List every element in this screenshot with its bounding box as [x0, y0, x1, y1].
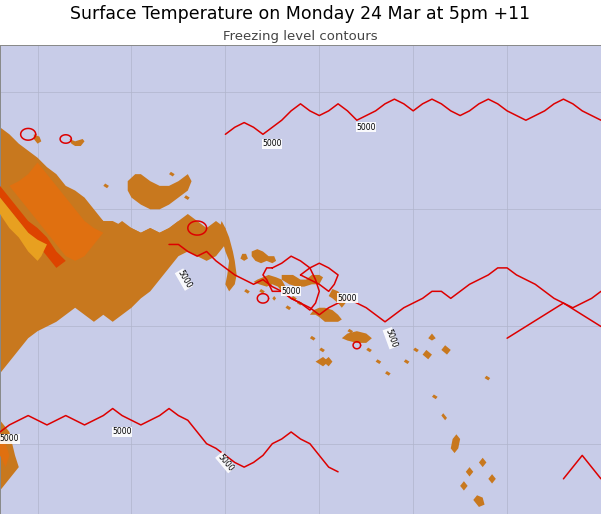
Polygon shape	[310, 308, 342, 322]
Polygon shape	[466, 467, 473, 476]
Text: 5000: 5000	[281, 287, 301, 296]
Polygon shape	[441, 413, 447, 420]
Polygon shape	[254, 275, 285, 291]
Polygon shape	[319, 347, 325, 352]
Polygon shape	[366, 347, 372, 352]
Polygon shape	[0, 432, 10, 467]
Polygon shape	[342, 331, 372, 343]
Polygon shape	[423, 350, 432, 359]
Polygon shape	[0, 197, 47, 261]
Text: Freezing level contours: Freezing level contours	[223, 30, 378, 43]
Text: 5000: 5000	[263, 139, 282, 148]
Polygon shape	[451, 434, 460, 453]
Polygon shape	[291, 296, 297, 301]
Polygon shape	[404, 359, 409, 364]
Text: 5000: 5000	[0, 434, 19, 444]
Polygon shape	[0, 162, 103, 261]
Polygon shape	[220, 221, 237, 291]
Polygon shape	[94, 214, 178, 245]
Polygon shape	[282, 275, 323, 287]
Polygon shape	[259, 289, 265, 293]
Text: Surface Temperature on Monday 24 Mar at 5pm +11: Surface Temperature on Monday 24 Mar at …	[70, 5, 531, 23]
Text: 5000: 5000	[112, 428, 132, 436]
Polygon shape	[34, 134, 41, 144]
Polygon shape	[310, 336, 316, 341]
Text: 5000: 5000	[383, 327, 398, 349]
Polygon shape	[252, 249, 276, 263]
Text: 5000: 5000	[216, 452, 235, 473]
Polygon shape	[376, 359, 381, 364]
Text: 5000: 5000	[175, 269, 193, 290]
Polygon shape	[385, 371, 391, 376]
Polygon shape	[460, 481, 468, 490]
Polygon shape	[240, 254, 248, 261]
Polygon shape	[316, 357, 329, 366]
Polygon shape	[0, 420, 19, 514]
Polygon shape	[0, 186, 66, 268]
Polygon shape	[184, 195, 190, 200]
Polygon shape	[329, 289, 346, 308]
Polygon shape	[0, 127, 225, 514]
Polygon shape	[128, 174, 192, 209]
Text: 5000: 5000	[356, 123, 376, 132]
Polygon shape	[272, 296, 276, 301]
Polygon shape	[285, 305, 291, 310]
Polygon shape	[429, 334, 436, 341]
Polygon shape	[70, 139, 85, 146]
Polygon shape	[413, 347, 419, 352]
Polygon shape	[323, 357, 332, 366]
Polygon shape	[244, 289, 250, 293]
Polygon shape	[484, 376, 490, 380]
Polygon shape	[347, 329, 353, 334]
Text: 5000: 5000	[338, 294, 357, 303]
Polygon shape	[169, 172, 175, 176]
Polygon shape	[479, 458, 486, 467]
Polygon shape	[432, 394, 438, 399]
Polygon shape	[85, 218, 90, 224]
Polygon shape	[103, 183, 109, 188]
Polygon shape	[297, 301, 302, 305]
Polygon shape	[488, 474, 496, 484]
Polygon shape	[441, 345, 451, 355]
Polygon shape	[28, 218, 34, 224]
Polygon shape	[473, 495, 484, 507]
